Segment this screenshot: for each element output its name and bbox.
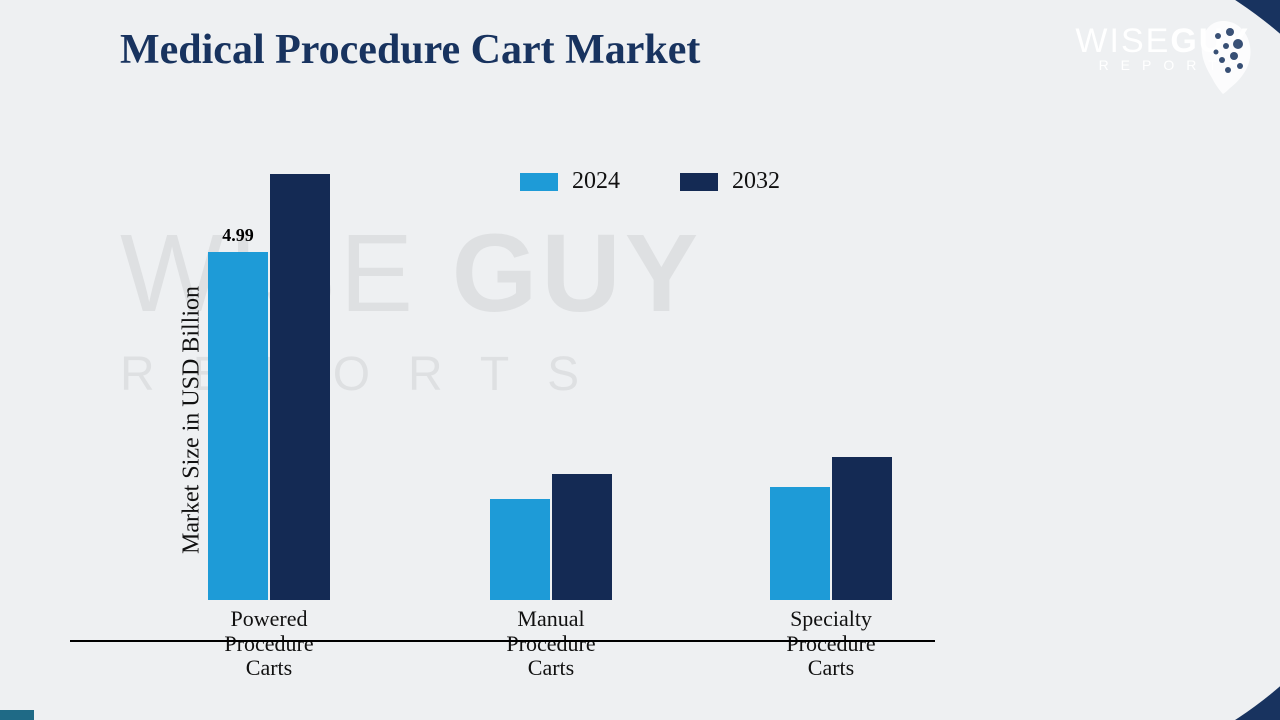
x-axis-label: ManualProcedureCarts — [481, 607, 621, 680]
plot-area: PoweredProcedureCartsManualProcedureCart… — [130, 160, 970, 600]
brand-logo: WISEGUY REPORTS — [1075, 22, 1250, 73]
footer-accent — [0, 710, 34, 720]
brand-panel — [960, 0, 1280, 720]
chart-area: Market Size in USD Billion PoweredProced… — [70, 160, 970, 680]
bar — [832, 457, 892, 600]
chart-title: Medical Procedure Cart Market — [120, 26, 700, 74]
x-axis-label: SpecialtyProcedureCarts — [761, 607, 901, 680]
stage: WISEGUY REPORTS Medical Procedure Cart M… — [0, 0, 1280, 720]
logo-head-icon — [1188, 16, 1258, 96]
logo-word1: WISE — [1075, 22, 1170, 60]
bar — [552, 474, 612, 600]
bar — [270, 174, 330, 600]
x-axis-label: PoweredProcedureCarts — [199, 607, 339, 680]
x-axis-line — [70, 640, 935, 642]
bar — [208, 252, 268, 601]
bar — [490, 499, 550, 600]
bar-value-label: 4.99 — [208, 225, 268, 246]
bar — [770, 487, 830, 600]
